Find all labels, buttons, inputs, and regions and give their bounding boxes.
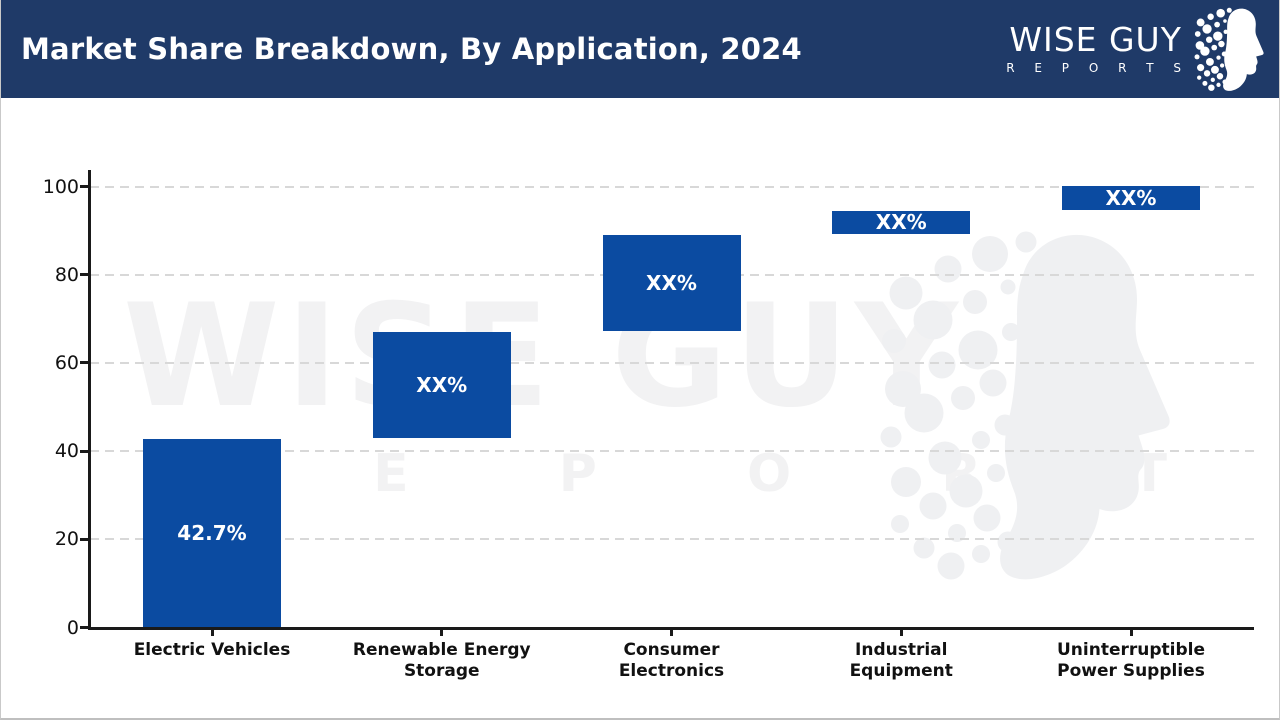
category-label-line: Renewable Energy (352, 640, 531, 660)
brand-logo: WISE GUY R E P O R T S (1002, 6, 1267, 92)
gridline-y-20 (90, 538, 1254, 541)
bar-value-label: 42.7% (177, 521, 247, 546)
y-axis-tick-label: 0 (66, 616, 79, 639)
gridline-y-40 (90, 450, 1254, 453)
watermark-head-icon (880, 231, 1170, 580)
y-axis-tick-label: 100 (42, 175, 79, 198)
page-title: Market Share Breakdown, By Application, … (21, 32, 802, 66)
y-axis-tick-mark (80, 273, 89, 277)
y-axis-tick-mark (80, 361, 89, 365)
category-label-line: Storage (403, 661, 480, 681)
brand-name: WISE GUY (1009, 20, 1182, 59)
x-axis-line (88, 627, 1254, 630)
bar-renewable-energy-storage: XX% (372, 332, 511, 439)
category-label-line: Uninterruptible (1056, 640, 1205, 660)
x-axis-category-label: Consumer Electronics (557, 640, 787, 682)
category-label-line: Equipment (849, 661, 953, 681)
y-axis-tick-mark (80, 449, 89, 453)
y-axis-tick-label: 60 (54, 351, 79, 374)
bar-uninterruptible-power-supplies: XX% (1062, 186, 1200, 211)
y-axis-tick-label: 20 (54, 528, 79, 551)
y-axis-tick-label: 40 (54, 440, 79, 463)
x-axis-tick-mark (440, 630, 444, 636)
bar-industrial-equipment: XX% (832, 210, 971, 235)
y-axis-tick-mark (80, 185, 89, 188)
gridline-y-60 (90, 361, 1254, 364)
x-axis-tick-mark (670, 630, 673, 636)
bar-value-label: XX% (416, 373, 468, 398)
category-label-line: Industrial (855, 640, 948, 660)
brand-wordmark: WISE GUY R E P O R T S (1002, 23, 1189, 75)
category-label-line: Electric Vehicles (133, 640, 291, 660)
bar-consumer-electronics: XX% (602, 235, 741, 332)
x-axis-category-label: Uninterruptible Power Supplies (1016, 640, 1246, 682)
wiseguy-head-icon (1194, 7, 1264, 91)
gridline-y-100 (90, 185, 1254, 188)
bar-value-label: XX% (646, 271, 697, 296)
x-axis-category-label: Electric Vehicles (97, 640, 327, 661)
y-axis-line (88, 170, 91, 630)
y-axis-tick-label: 80 (54, 263, 79, 286)
header-bar: Market Share Breakdown, By Application, … (1, 0, 1279, 98)
category-label-line: Power Supplies (1057, 661, 1205, 681)
x-axis-category-label: Industrial Equipment (786, 640, 1016, 682)
y-axis-tick-mark (80, 626, 89, 629)
bar-value-label: XX% (1105, 186, 1157, 211)
bar-electric-vehicles: 42.7% (143, 439, 281, 628)
brand-subname: R E P O R T S (1006, 61, 1189, 75)
category-label-line: Consumer (623, 640, 720, 660)
x-axis-tick-mark (210, 630, 214, 636)
x-axis-tick-mark (1129, 630, 1133, 636)
category-label-line: Electronics (618, 661, 725, 681)
x-axis-tick-mark (899, 630, 903, 636)
bar-value-label: XX% (875, 210, 927, 235)
watermark-wordmark: WISE GUY (123, 274, 964, 439)
y-axis-tick-mark (80, 537, 89, 541)
x-axis-category-label: Renewable Energy Storage (327, 640, 557, 682)
